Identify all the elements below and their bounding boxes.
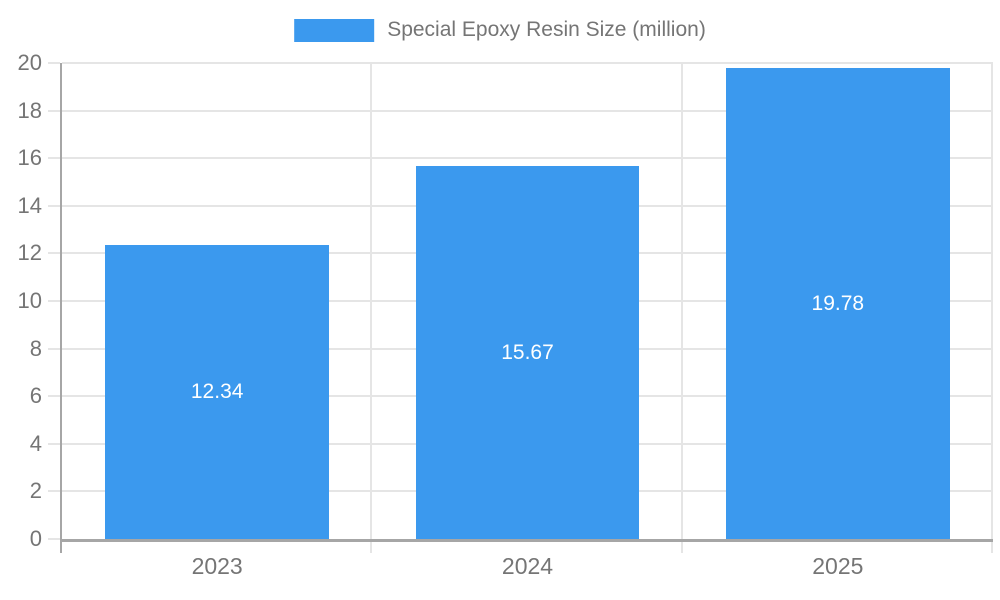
bar-value-label: 15.67	[501, 340, 554, 364]
y-tick	[48, 395, 60, 398]
x-tick-label: 2024	[501, 553, 554, 579]
y-tick-label: 10	[17, 288, 42, 313]
y-gridline	[62, 109, 993, 112]
y-tick-label: 12	[17, 240, 42, 266]
y-tick-label: 4	[29, 430, 42, 456]
y-tick-label: 14	[17, 192, 42, 218]
y-tick-label: 6	[29, 383, 42, 409]
y-axis-line	[60, 63, 62, 553]
y-tick	[48, 538, 60, 540]
legend-swatch	[294, 18, 375, 42]
plot-area: 12.34 15.67 19.78	[62, 62, 993, 553]
chart-legend: Special Epoxy Resin Size (million)	[294, 17, 706, 43]
y-tick-label: 20	[17, 50, 42, 75]
y-gridline	[62, 157, 993, 160]
bar	[105, 245, 329, 539]
y-tick-label: 18	[17, 97, 42, 123]
y-tick	[48, 157, 60, 160]
y-tick	[48, 347, 60, 350]
y-gridline	[62, 62, 993, 64]
y-tick	[48, 490, 60, 493]
legend-label: Special Epoxy Resin Size (million)	[387, 18, 706, 41]
x-axis-line	[60, 539, 993, 542]
bar	[726, 68, 950, 539]
y-tick-label: 0	[29, 526, 42, 551]
bar-value-label: 19.78	[811, 291, 865, 315]
bar-value-label: 12.34	[190, 380, 244, 404]
x-tick-label: 2023	[191, 553, 243, 579]
category-boundary-line	[370, 63, 373, 553]
category-boundary-line	[991, 63, 993, 553]
x-tick-label: 2025	[812, 553, 864, 579]
y-tick-label: 16	[17, 145, 42, 171]
y-tick	[48, 300, 60, 302]
y-tick	[48, 204, 60, 207]
y-tick	[48, 252, 60, 255]
y-tick-label: 2	[29, 478, 42, 504]
y-tick	[48, 62, 60, 64]
y-tick-label: 8	[29, 335, 42, 361]
y-tick	[48, 442, 60, 445]
category-boundary-line	[680, 63, 683, 553]
bar	[415, 166, 640, 539]
y-tick	[48, 109, 60, 112]
